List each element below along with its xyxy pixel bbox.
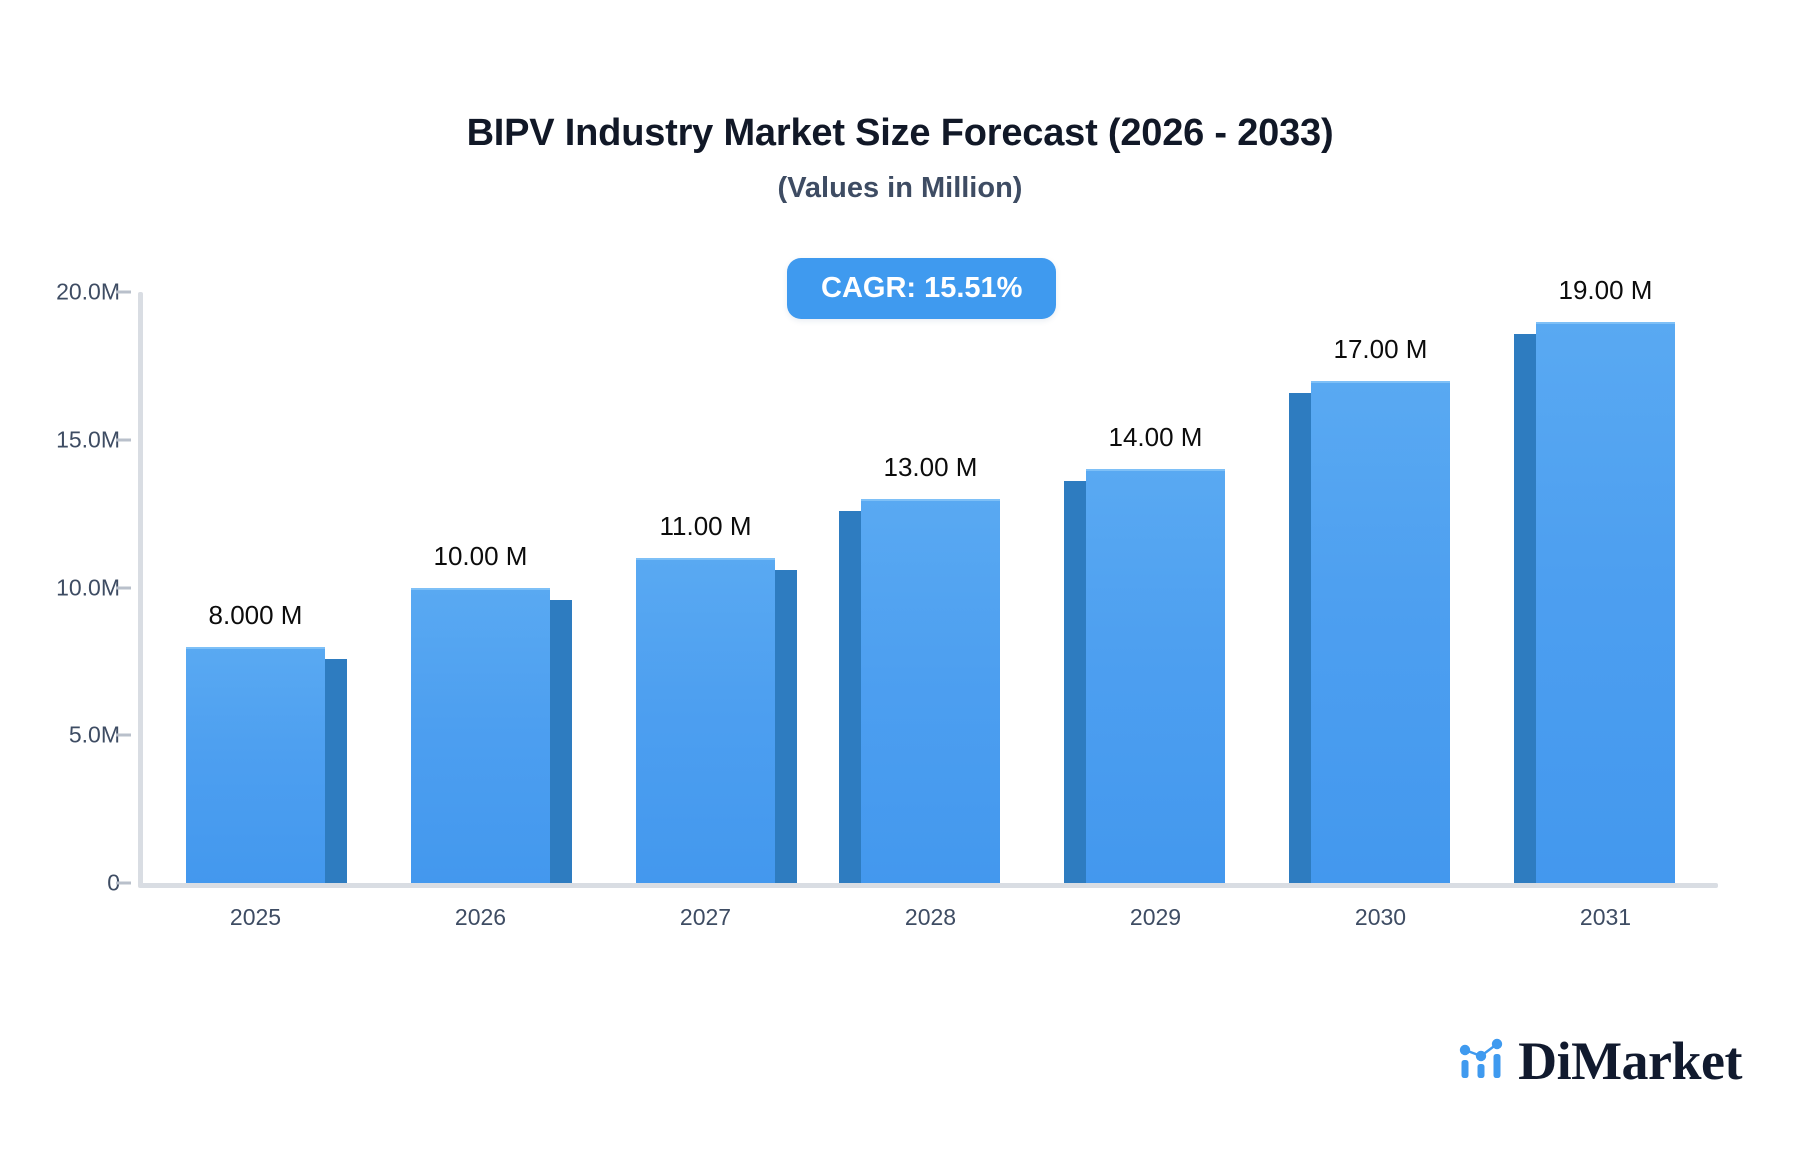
page-title: BIPV Industry Market Size Forecast (2026… <box>466 112 1334 154</box>
y-axis-tick-label: 10.0M <box>56 574 120 600</box>
bar-side-face <box>838 510 861 883</box>
bar-front-face <box>1535 321 1676 883</box>
x-axis-tick-label: 2025 <box>229 904 282 930</box>
y-axis-tick-mark <box>116 290 131 294</box>
bar-front-face <box>1085 469 1226 883</box>
logo-text: DiMarket <box>1518 1031 1742 1091</box>
x-axis-tick-label: 2030 <box>1354 904 1407 930</box>
bar-front-face <box>635 557 776 883</box>
bar-side-face <box>1063 481 1086 883</box>
y-axis-tick-label: 15.0M <box>56 426 120 453</box>
bar-chart-icon <box>1458 1036 1504 1087</box>
y-axis-line <box>138 292 143 886</box>
y-axis-tick-mark <box>116 586 131 589</box>
chart-subtitle: (Values in Million) <box>777 172 1023 204</box>
bar-column[interactable]: 10.00 M <box>410 292 573 883</box>
bar-column[interactable]: 13.00 M <box>838 292 1001 883</box>
x-axis-tick-label: 2031 <box>1579 904 1632 930</box>
bar-side-face <box>325 658 348 883</box>
bar-front-face <box>860 498 1001 883</box>
bar-side-face <box>550 599 573 883</box>
plot-area: 0 5.0M 10.0M 15.0M 20.0M 8.000 M 10.00 M 11.00… <box>56 275 1718 930</box>
x-axis-tick-label: 2029 <box>1129 904 1182 930</box>
bar-front-face <box>1310 380 1451 883</box>
bar-value-label: 17.00 M <box>1333 333 1428 364</box>
x-axis-tick-label: 2026 <box>454 904 507 930</box>
bar-side-face <box>1513 333 1536 883</box>
x-axis-tick-label: 2028 <box>904 904 957 930</box>
y-axis-tick-mark <box>116 881 131 885</box>
cagr-badge: CAGR: 15.51% <box>787 258 1057 319</box>
y-axis-tick-label: 20.0M <box>56 278 120 305</box>
y-axis-tick-mark <box>116 733 131 737</box>
bar-column[interactable]: 8.000 M <box>185 292 348 883</box>
bar-column[interactable]: 11.00 M <box>635 292 798 883</box>
x-axis-line <box>138 883 1718 888</box>
bar-value-label: 13.00 M <box>883 451 978 482</box>
bar-value-label: 8.000 M <box>208 599 303 630</box>
bar-value-label: 11.00 M <box>659 510 752 541</box>
x-axis-tick-label: 2027 <box>679 904 732 930</box>
y-axis-tick-label: 5.0M <box>68 721 120 748</box>
bar-column[interactable]: 17.00 M <box>1288 292 1451 883</box>
bar-value-label: 10.00 M <box>433 540 528 571</box>
bar-side-face <box>1288 392 1311 883</box>
bar-front-face <box>185 646 326 883</box>
brand-logo: DiMarket <box>1458 1030 1742 1092</box>
y-axis-tick-mark <box>116 438 131 442</box>
bar-column[interactable]: 14.00 M <box>1063 292 1226 883</box>
bar-series: 8.000 M 10.00 M 11.00 M 13.00 M 14.00 M 17.00… <box>143 275 1718 883</box>
bar-value-label: 14.00 M <box>1108 422 1203 453</box>
y-axis-tick-label: 0 <box>107 869 120 896</box>
bar-value-label: 19.00 M <box>1558 274 1653 305</box>
bar-side-face <box>775 570 798 883</box>
bar-column[interactable]: 19.00 M <box>1513 275 1676 883</box>
bar-front-face <box>410 587 551 883</box>
